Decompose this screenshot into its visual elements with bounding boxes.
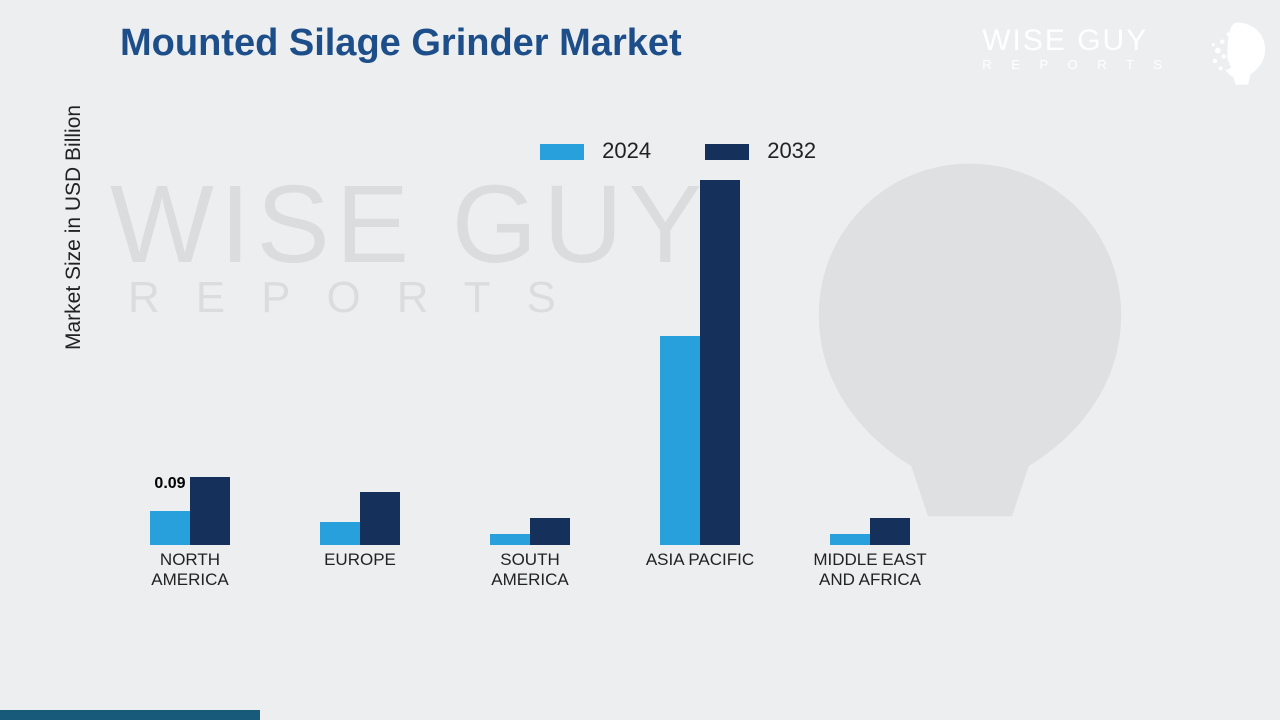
plot-area: 0.09 bbox=[100, 165, 960, 545]
category-label: ASIA PACIFIC bbox=[640, 550, 760, 570]
legend-item: 2024 bbox=[540, 138, 651, 164]
bar-2032 bbox=[870, 518, 910, 545]
category-label: EUROPE bbox=[300, 550, 420, 570]
legend-swatch-2032 bbox=[705, 144, 749, 160]
legend-label: 2024 bbox=[602, 138, 651, 163]
bar-2032 bbox=[190, 477, 230, 545]
value-label: 0.09 bbox=[154, 475, 185, 493]
legend-item: 2032 bbox=[705, 138, 816, 164]
legend-swatch-2024 bbox=[540, 144, 584, 160]
bar-2024 bbox=[660, 336, 700, 545]
bar-2032 bbox=[700, 180, 740, 545]
bar-2024 bbox=[320, 522, 360, 545]
bar-2024 bbox=[830, 534, 870, 545]
legend-label: 2032 bbox=[767, 138, 816, 163]
bar-2024 bbox=[150, 511, 190, 545]
bar-2032 bbox=[530, 518, 570, 545]
logo-head-icon bbox=[1206, 18, 1280, 92]
bar-2024 bbox=[490, 534, 530, 545]
footer-strip bbox=[0, 710, 260, 720]
chart-title: Mounted Silage Grinder Market bbox=[120, 22, 682, 65]
logo-line1: WISE GUY bbox=[982, 26, 1170, 56]
bar-chart: 0.09 bbox=[100, 165, 960, 545]
y-axis-label: Market Size in USD Billion bbox=[62, 105, 86, 350]
legend: 2024 2032 bbox=[540, 138, 816, 164]
brand-logo: WISE GUY R E P O R T S bbox=[982, 26, 1170, 71]
category-label: MIDDLE EAST AND AFRICA bbox=[810, 550, 930, 591]
page: WISE GUY REPORTS Mounted Silage Grinder … bbox=[0, 0, 1280, 720]
category-label: SOUTH AMERICA bbox=[470, 550, 590, 591]
bar-2032 bbox=[360, 492, 400, 545]
logo-line2: R E P O R T S bbox=[982, 58, 1170, 71]
category-label: NORTH AMERICA bbox=[130, 550, 250, 591]
